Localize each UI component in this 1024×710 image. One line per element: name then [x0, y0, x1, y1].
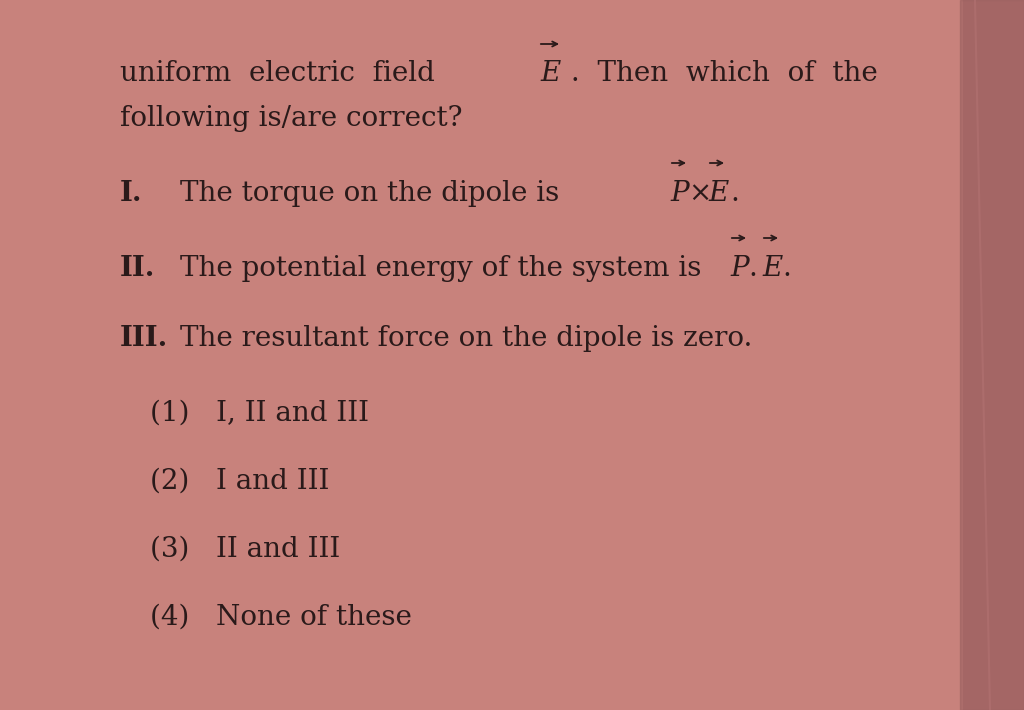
Text: E: E: [708, 180, 728, 207]
Text: .: .: [730, 180, 739, 207]
Text: (2)   I and III: (2) I and III: [150, 468, 330, 495]
Text: (3)   II and III: (3) II and III: [150, 536, 340, 563]
Text: The resultant force on the dipole is zero.: The resultant force on the dipole is zer…: [180, 325, 753, 352]
Text: II.: II.: [120, 255, 156, 282]
Text: following is/are correct?: following is/are correct?: [120, 105, 463, 132]
Text: ×: ×: [688, 180, 712, 207]
Text: III.: III.: [120, 325, 168, 352]
Text: P: P: [730, 255, 749, 282]
Text: E: E: [762, 255, 782, 282]
Bar: [961, 0, 1024, 710]
Text: E: E: [540, 60, 560, 87]
Text: .  Then  which  of  the: . Then which of the: [562, 60, 878, 87]
Text: The potential energy of the system is: The potential energy of the system is: [180, 255, 719, 282]
Bar: [963, 0, 1024, 710]
Text: I.: I.: [120, 180, 142, 207]
Text: uniform  electric  field: uniform electric field: [120, 60, 453, 87]
Text: P: P: [670, 180, 688, 207]
Text: .: .: [782, 255, 791, 282]
Text: The torque on the dipole is: The torque on the dipole is: [180, 180, 577, 207]
Text: .: .: [748, 255, 757, 282]
Text: (4)   None of these: (4) None of these: [150, 604, 412, 631]
Text: (1)   I, II and III: (1) I, II and III: [150, 400, 369, 427]
